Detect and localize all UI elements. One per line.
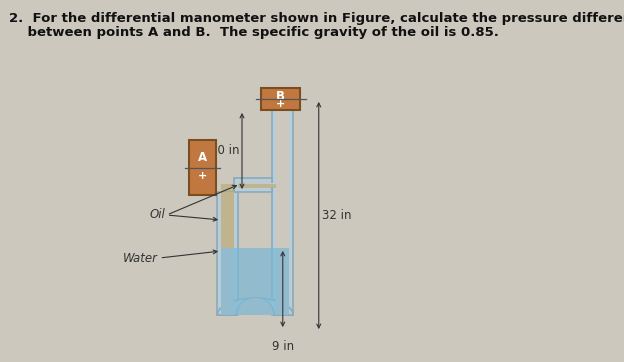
Text: +: + xyxy=(198,171,207,181)
Text: Oil: Oil xyxy=(150,209,165,222)
Text: between points A and B.  The specific gravity of the oil is 0.85.: between points A and B. The specific gra… xyxy=(9,26,499,39)
Text: +: + xyxy=(276,99,285,109)
Bar xyxy=(238,184,276,188)
Bar xyxy=(273,110,293,315)
Text: Water: Water xyxy=(123,252,158,265)
Bar xyxy=(217,192,238,315)
Bar xyxy=(238,183,273,187)
Text: B: B xyxy=(276,90,285,103)
Bar xyxy=(234,178,273,192)
Bar xyxy=(190,140,216,195)
Text: 10 in: 10 in xyxy=(210,144,239,157)
Bar xyxy=(276,110,290,315)
Polygon shape xyxy=(237,298,273,315)
Bar xyxy=(221,248,234,315)
Text: A: A xyxy=(198,151,207,164)
Polygon shape xyxy=(217,298,293,315)
Text: 9 in: 9 in xyxy=(271,340,294,353)
Text: 2.  For the differential manometer shown in Figure, calculate the pressure diffe: 2. For the differential manometer shown … xyxy=(9,12,624,25)
Bar xyxy=(221,184,234,248)
Bar xyxy=(276,248,290,315)
Bar xyxy=(221,192,234,315)
Text: 32 in: 32 in xyxy=(322,209,351,222)
Bar xyxy=(234,248,276,315)
Bar xyxy=(261,88,300,110)
